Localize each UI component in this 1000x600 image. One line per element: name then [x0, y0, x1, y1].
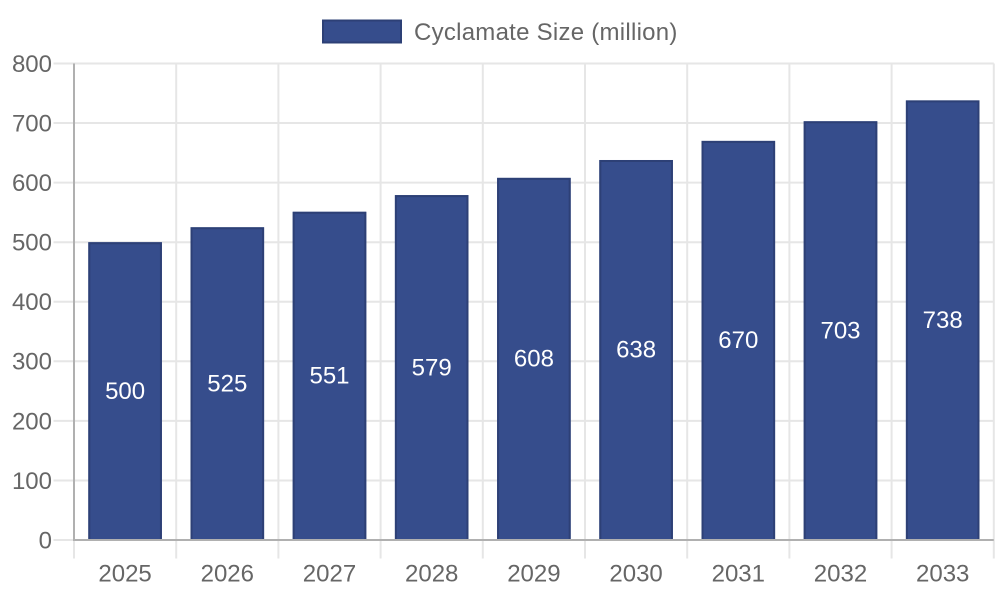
svg-text:2029: 2029	[507, 561, 560, 588]
svg-text:551: 551	[309, 363, 349, 390]
svg-text:2028: 2028	[405, 561, 458, 588]
svg-text:700: 700	[12, 110, 52, 137]
svg-text:2032: 2032	[814, 561, 867, 588]
svg-text:400: 400	[12, 289, 52, 316]
svg-text:638: 638	[616, 337, 656, 364]
svg-text:670: 670	[718, 327, 758, 354]
svg-text:2025: 2025	[98, 561, 151, 588]
svg-text:100: 100	[12, 468, 52, 495]
svg-text:579: 579	[412, 354, 452, 381]
svg-text:2027: 2027	[303, 561, 356, 588]
svg-text:2026: 2026	[201, 561, 254, 588]
svg-text:738: 738	[923, 307, 963, 334]
svg-text:800: 800	[12, 51, 52, 78]
svg-text:500: 500	[12, 230, 52, 257]
svg-text:2031: 2031	[712, 561, 765, 588]
svg-text:Cyclamate Size (million): Cyclamate Size (million)	[414, 19, 678, 46]
svg-text:2030: 2030	[609, 561, 662, 588]
svg-text:608: 608	[514, 346, 554, 373]
svg-text:300: 300	[12, 349, 52, 376]
svg-text:600: 600	[12, 170, 52, 197]
svg-text:525: 525	[207, 370, 247, 397]
svg-text:2033: 2033	[916, 561, 969, 588]
svg-text:0: 0	[39, 527, 52, 554]
svg-text:500: 500	[105, 378, 145, 405]
svg-text:703: 703	[820, 317, 860, 344]
svg-text:200: 200	[12, 408, 52, 435]
